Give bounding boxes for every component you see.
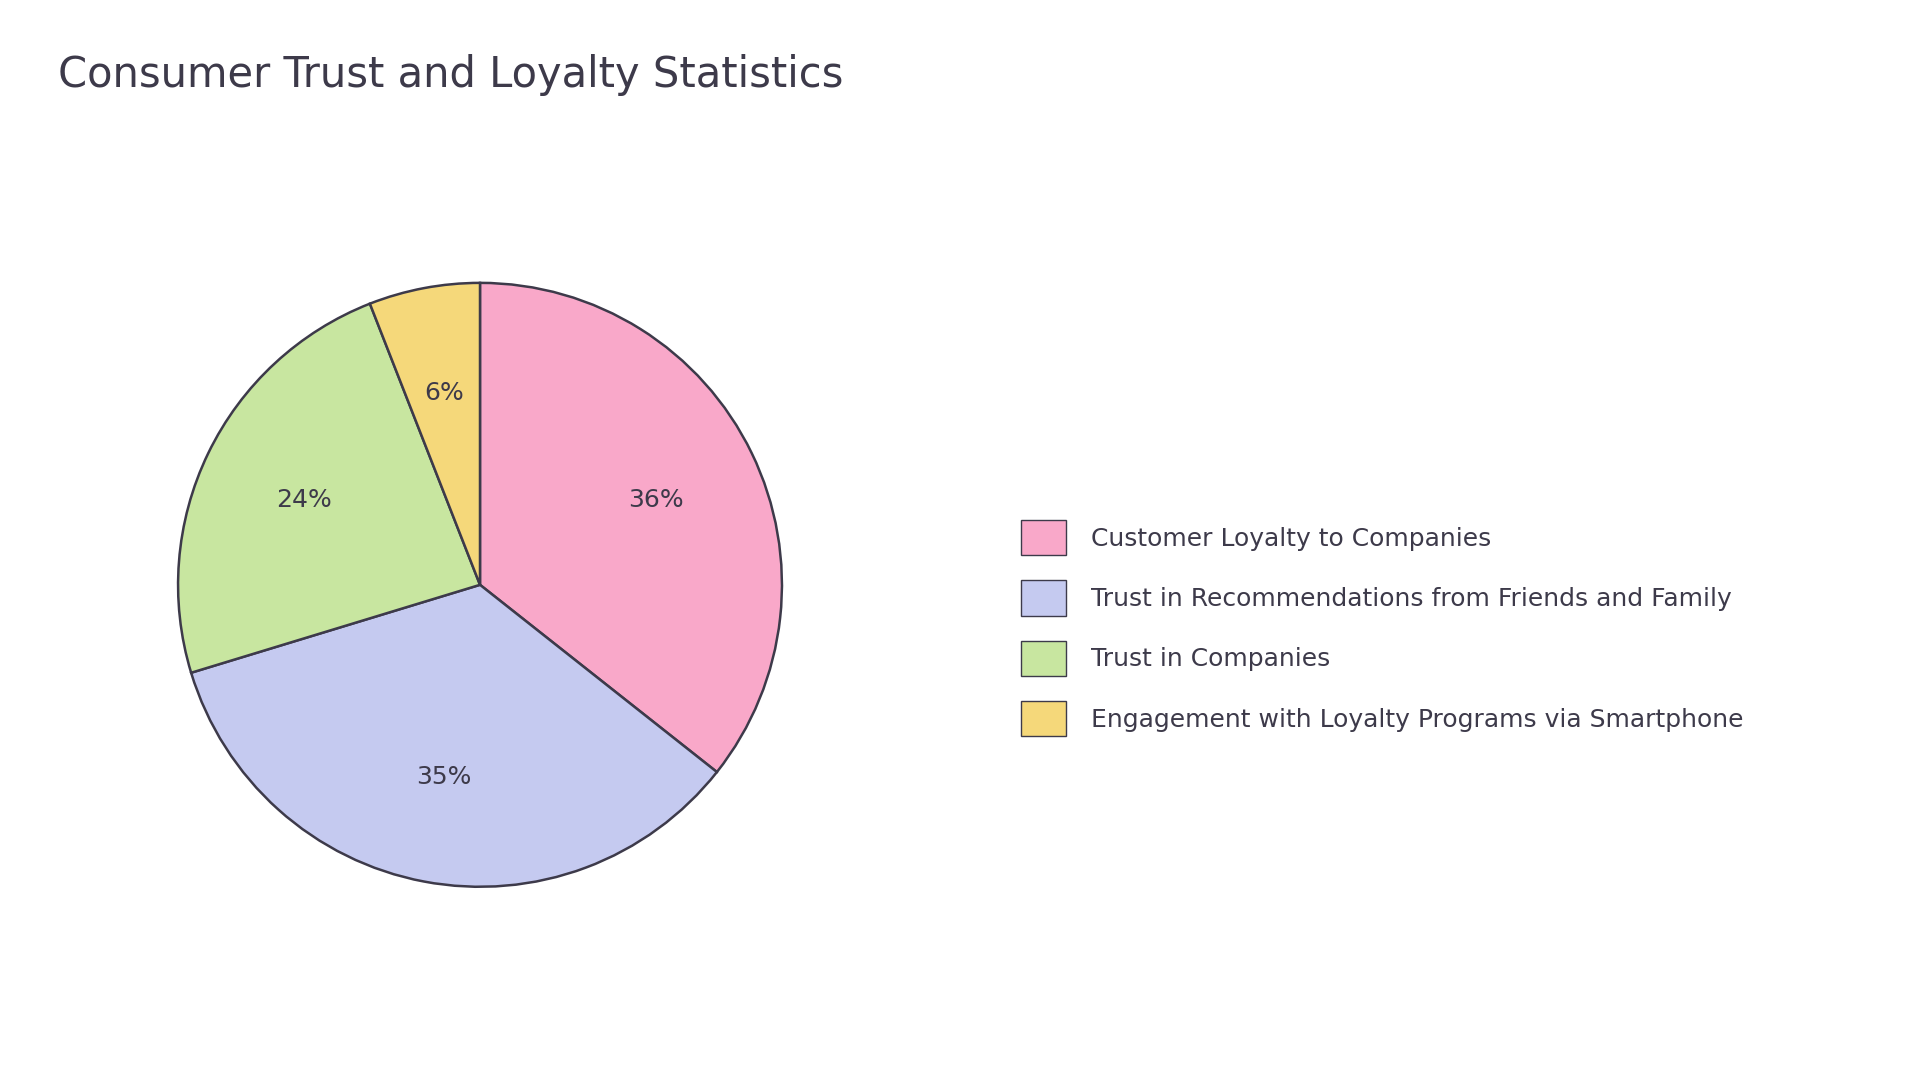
Text: 6%: 6% [424,381,463,405]
Legend: Customer Loyalty to Companies, Trust in Recommendations from Friends and Family,: Customer Loyalty to Companies, Trust in … [1012,510,1753,746]
Text: 36%: 36% [628,487,684,511]
Text: Consumer Trust and Loyalty Statistics: Consumer Trust and Loyalty Statistics [58,54,843,96]
Wedge shape [179,303,480,673]
Text: 24%: 24% [276,487,332,511]
Wedge shape [480,283,781,772]
Text: 35%: 35% [417,765,472,788]
Wedge shape [192,585,716,887]
Wedge shape [371,283,480,585]
